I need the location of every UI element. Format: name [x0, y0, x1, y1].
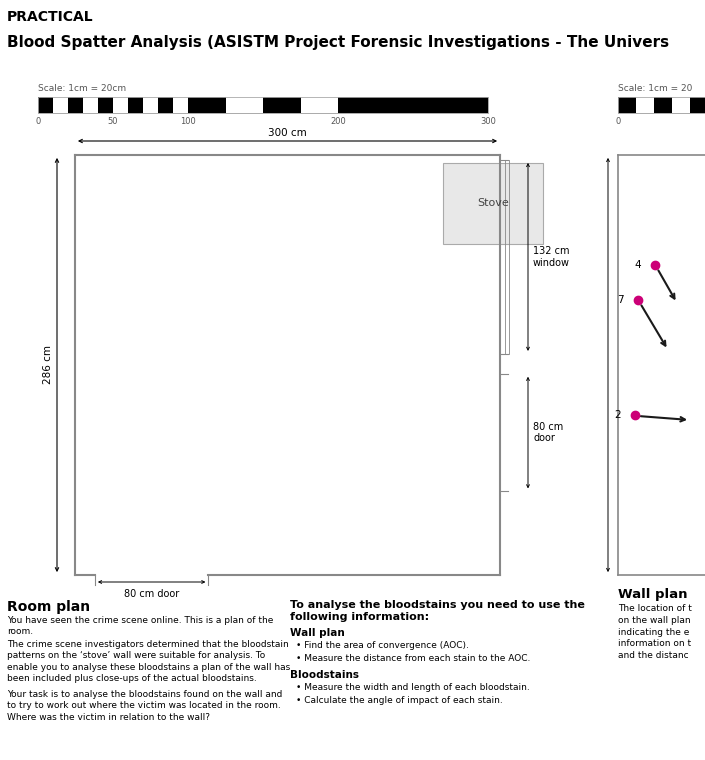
Text: • Measure the width and length of each bloodstain.: • Measure the width and length of each b…: [296, 683, 529, 692]
Text: 286 cm: 286 cm: [43, 346, 53, 385]
Bar: [338, 97, 488, 113]
Text: Blood Spatter Analysis (ASISTM Project Forensic Investigations - The Univers: Blood Spatter Analysis (ASISTM Project F…: [7, 35, 669, 50]
Bar: [38, 97, 488, 113]
Text: • Measure the distance from each stain to the AOC.: • Measure the distance from each stain t…: [296, 654, 530, 663]
Text: Stove: Stove: [477, 198, 509, 208]
Bar: [128, 97, 143, 113]
Bar: [38, 97, 488, 113]
Bar: [68, 97, 83, 113]
Text: 200: 200: [330, 117, 346, 126]
Bar: [226, 97, 263, 113]
Bar: [300, 97, 338, 113]
Text: 100: 100: [180, 117, 196, 126]
Text: Scale: 1cm = 20cm: Scale: 1cm = 20cm: [38, 84, 126, 93]
Bar: [38, 97, 53, 113]
Text: PRACTICAL: PRACTICAL: [7, 10, 94, 24]
Text: Wall plan: Wall plan: [290, 628, 345, 638]
Bar: [188, 97, 226, 113]
Text: 0: 0: [615, 117, 620, 126]
Text: 132 cm
window: 132 cm window: [533, 246, 570, 268]
Text: 7: 7: [618, 295, 624, 305]
Bar: [173, 97, 188, 113]
Text: 300: 300: [480, 117, 496, 126]
Bar: [263, 97, 300, 113]
Bar: [618, 97, 636, 113]
Text: 80 cm door: 80 cm door: [124, 589, 179, 599]
Text: • Find the area of convergence (AOC).: • Find the area of convergence (AOC).: [296, 641, 469, 650]
Text: The crime scene investigators determined that the bloodstain
patterns on the ‘st: The crime scene investigators determined…: [7, 640, 290, 683]
Text: 300 cm: 300 cm: [268, 128, 307, 138]
Bar: [143, 97, 158, 113]
Text: 2: 2: [614, 410, 621, 420]
Text: Your task is to analyse the bloodstains found on the wall and
to try to work out: Your task is to analyse the bloodstains …: [7, 690, 283, 722]
Bar: [654, 97, 672, 113]
Bar: [443, 163, 543, 244]
Bar: [690, 97, 705, 113]
Text: Scale: 1cm = 20: Scale: 1cm = 20: [618, 84, 692, 93]
Text: The location of t
on the wall plan
indicating the e
information on t
and the dis: The location of t on the wall plan indic…: [618, 604, 692, 660]
Bar: [53, 97, 68, 113]
Text: • Calculate the angle of impact of each stain.: • Calculate the angle of impact of each …: [296, 696, 503, 705]
Bar: [618, 97, 705, 113]
Text: Bloodstains: Bloodstains: [290, 670, 359, 680]
Bar: [158, 97, 173, 113]
Text: 4: 4: [634, 260, 641, 270]
Bar: [618, 97, 705, 113]
Text: 50: 50: [108, 117, 118, 126]
Bar: [83, 97, 98, 113]
Text: You have seen the crime scene online. This is a plan of the
room.: You have seen the crime scene online. Th…: [7, 616, 274, 636]
Text: 80 cm
door: 80 cm door: [533, 422, 563, 443]
Text: Room plan: Room plan: [7, 600, 90, 614]
Text: 0: 0: [35, 117, 41, 126]
Text: To analyse the bloodstains you need to use the
following information:: To analyse the bloodstains you need to u…: [290, 600, 585, 622]
Bar: [672, 97, 690, 113]
Bar: [98, 97, 113, 113]
Bar: [636, 97, 654, 113]
Bar: [113, 97, 128, 113]
Text: Wall plan: Wall plan: [618, 588, 687, 601]
